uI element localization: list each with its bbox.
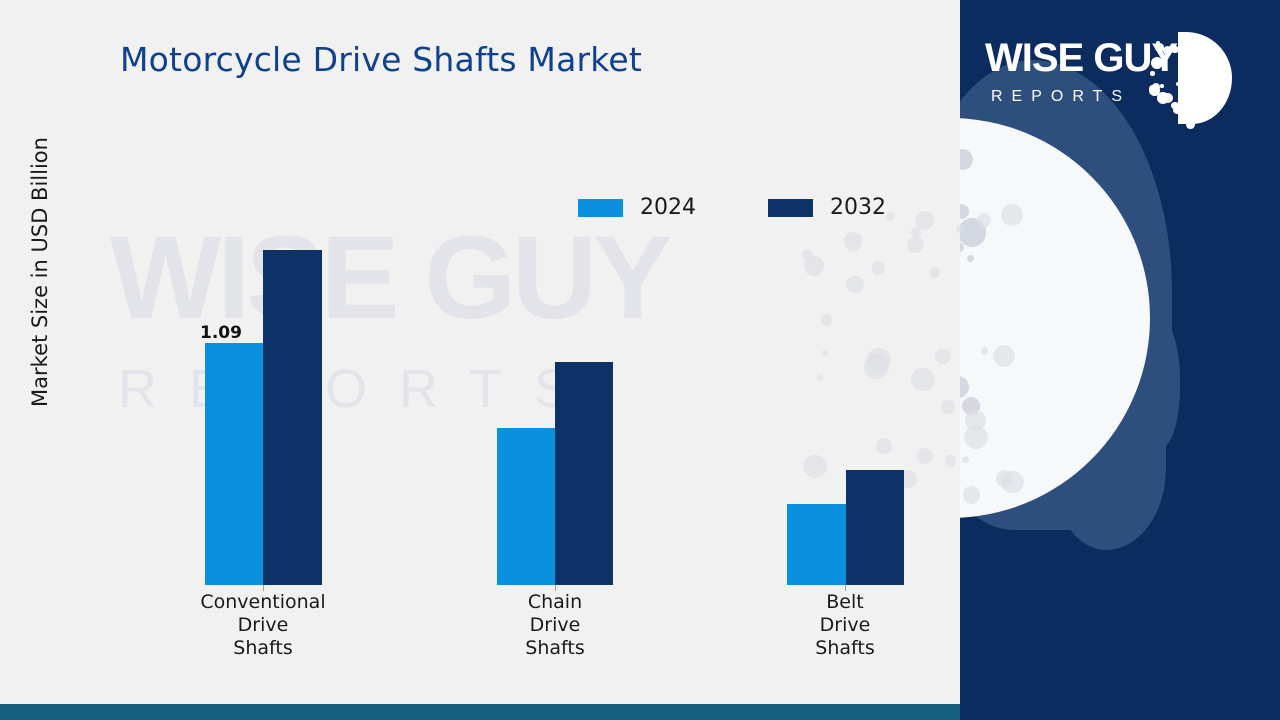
decorative-dot — [960, 242, 965, 252]
legend-swatch-2024 — [578, 198, 623, 217]
logo-wordmark-top: WISE GUY — [985, 36, 1178, 80]
decorative-dot — [1154, 43, 1164, 53]
decorative-dot — [1171, 45, 1179, 54]
x-axis-label-2-line-2: Shafts — [815, 637, 875, 659]
x-axis-label-0-line-2: Shafts — [233, 637, 293, 659]
decorative-dot — [1172, 105, 1182, 115]
footer-accent-bar — [0, 704, 960, 720]
x-axis-label-2: Belt Drive Shafts — [745, 591, 945, 660]
logo-face-icon — [1146, 32, 1232, 129]
decorative-dot — [1162, 92, 1173, 103]
bar-2024-chain[interactable] — [497, 428, 555, 585]
x-axis-tick-1 — [555, 585, 556, 591]
x-axis-label-0: Conventional Drive Shafts — [163, 591, 363, 660]
decorative-dot — [1180, 35, 1185, 39]
decorative-dot — [1185, 119, 1195, 129]
page-title: Motorcycle Drive Shafts Market — [120, 40, 643, 79]
decorative-dot — [1156, 41, 1161, 46]
bar-2032-belt[interactable] — [846, 470, 904, 585]
decorative-dot — [961, 396, 981, 415]
y-axis-label: Market Size in USD Billion — [28, 137, 52, 407]
data-label-1-09: 1.09 — [200, 323, 242, 343]
decorative-dot — [1149, 71, 1155, 76]
decorative-dot — [1148, 85, 1160, 97]
x-axis-tick-2 — [845, 585, 846, 591]
chart-legend: 2024 2032 — [578, 195, 886, 220]
x-axis-label-2-line-1: Drive — [819, 614, 871, 636]
decorative-dot — [1190, 48, 1198, 56]
x-axis-label-2-line-0: Belt — [826, 591, 864, 613]
x-axis-label-0-line-0: Conventional — [200, 591, 326, 613]
wiseguy-reports-logo: WISE GUY REPORTS — [985, 32, 1232, 129]
bar-2032-conventional[interactable] — [263, 250, 322, 585]
decorative-dot — [961, 219, 968, 226]
decorative-dot — [1184, 76, 1196, 88]
decorative-dot — [960, 203, 969, 220]
decorative-dot — [1171, 101, 1179, 110]
x-axis-label-1-line-2: Shafts — [525, 637, 585, 659]
logo-wordmark-bottom: REPORTS — [991, 88, 1132, 105]
decorative-dot — [960, 149, 974, 171]
decorative-dot — [1186, 114, 1191, 120]
decorative-dot — [1163, 45, 1173, 55]
decorative-dot — [1159, 84, 1164, 89]
decorative-dot — [1150, 56, 1163, 69]
x-axis-label-0-line-1: Drive — [237, 614, 289, 636]
brain-dot-pattern — [960, 118, 1150, 518]
bar-2032-chain[interactable] — [555, 362, 613, 585]
legend-label-2024: 2024 — [640, 195, 696, 220]
decorative-dot — [1189, 89, 1200, 100]
decorative-dot — [967, 255, 974, 263]
decorative-dot — [1176, 81, 1181, 86]
bar-2024-conventional[interactable] — [205, 343, 263, 585]
x-axis-tick-0 — [263, 585, 264, 591]
decorative-dot — [960, 376, 970, 399]
bar-2024-belt[interactable] — [787, 504, 846, 585]
brain-circle-graphic — [960, 118, 1150, 518]
legend-item-2032[interactable]: 2032 — [768, 195, 886, 220]
x-axis-label-1-line-1: Drive — [529, 614, 581, 636]
x-axis-label-1: Chain Drive Shafts — [455, 591, 655, 660]
legend-swatch-2032 — [768, 198, 813, 217]
bar-chart: Market Size in USD Billion 2024 2032 1.0… — [28, 137, 945, 660]
legend-item-2024[interactable]: 2024 — [578, 195, 696, 220]
legend-label-2032: 2032 — [830, 195, 886, 220]
x-axis-label-1-line-0: Chain — [527, 591, 583, 613]
brand-panel — [960, 0, 1280, 720]
